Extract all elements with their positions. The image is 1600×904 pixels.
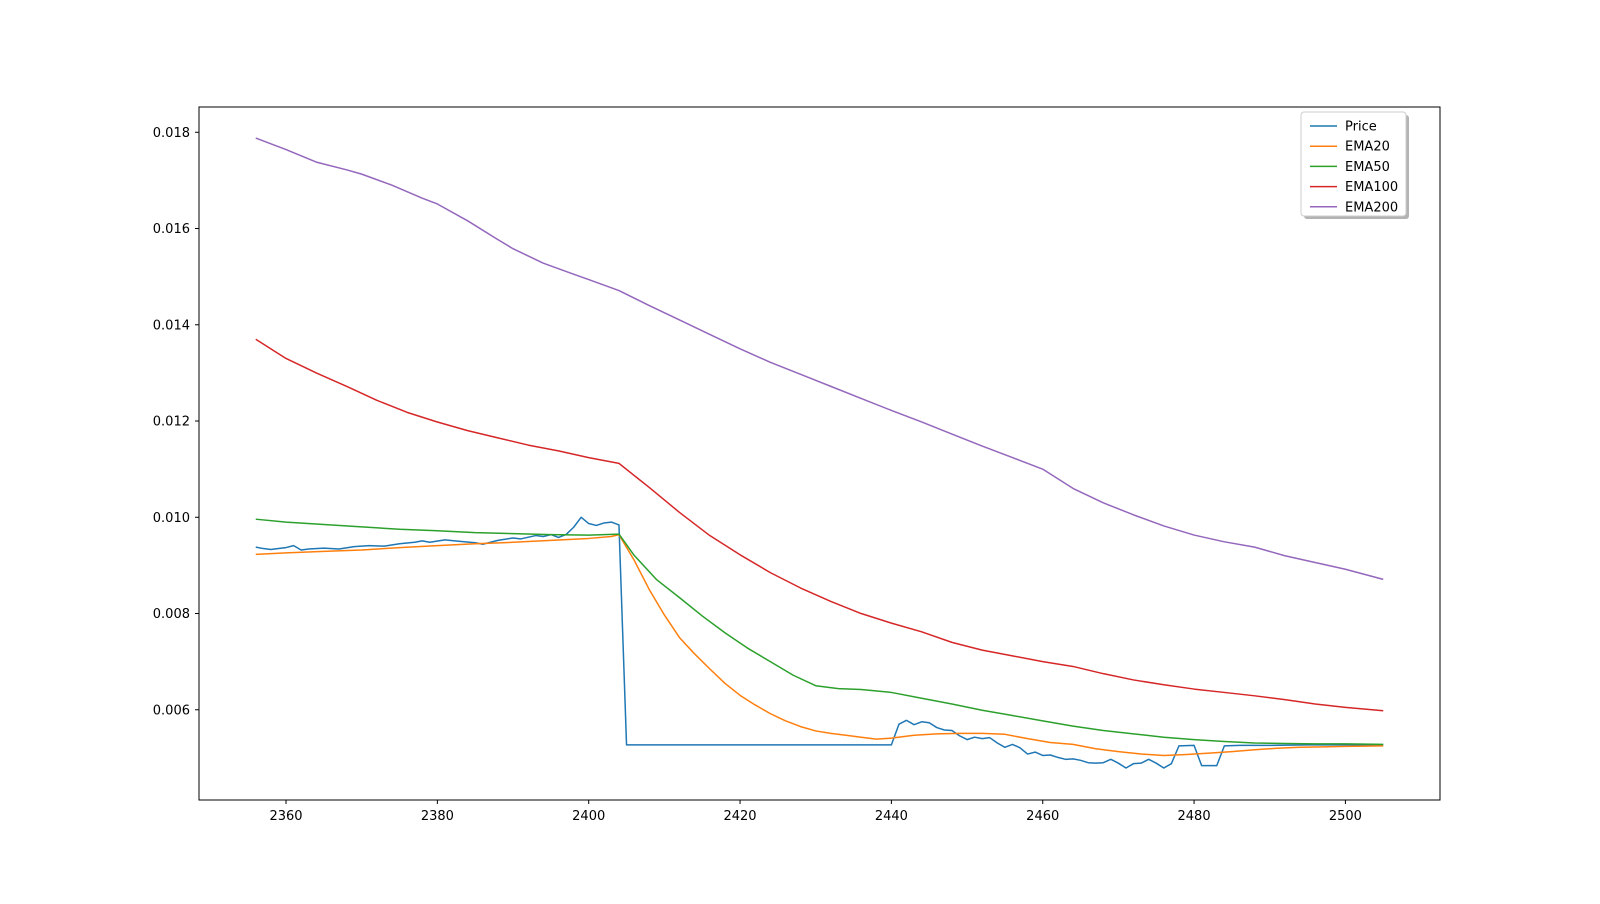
series-line-ema200 bbox=[255, 137, 1384, 581]
y-tick-label: 0.016 bbox=[153, 222, 190, 237]
x-tick-label: 2500 bbox=[1329, 809, 1362, 824]
series-line-ema100 bbox=[255, 338, 1384, 712]
x-tick-label: 2460 bbox=[1026, 809, 1059, 824]
legend-box bbox=[1300, 111, 1407, 217]
legend-label-price: Price bbox=[1345, 120, 1377, 135]
y-tick-label: 0.014 bbox=[153, 318, 190, 333]
x-tick-label: 2420 bbox=[723, 809, 756, 824]
x-tick-label: 2360 bbox=[269, 809, 302, 824]
y-tick-label: 0.018 bbox=[153, 126, 190, 141]
x-tick-label: 2400 bbox=[572, 809, 605, 824]
x-tick-label: 2440 bbox=[875, 809, 908, 824]
y-tick-label: 0.010 bbox=[153, 511, 190, 526]
series-line-price bbox=[255, 516, 1384, 769]
series-line-ema20 bbox=[255, 533, 1384, 757]
y-tick-label: 0.012 bbox=[153, 415, 190, 430]
series-line-ema50 bbox=[255, 518, 1384, 746]
legend-label-ema50: EMA50 bbox=[1345, 160, 1390, 175]
y-tick-label: 0.006 bbox=[153, 703, 190, 718]
legend-label-ema20: EMA20 bbox=[1345, 140, 1390, 155]
legend-label-ema200: EMA200 bbox=[1345, 200, 1398, 215]
x-tick-label: 2480 bbox=[1178, 809, 1211, 824]
x-tick-label: 2380 bbox=[421, 809, 454, 824]
y-tick-label: 0.008 bbox=[153, 607, 190, 622]
legend-label-ema100: EMA100 bbox=[1345, 180, 1398, 195]
plot-area bbox=[198, 106, 1441, 801]
